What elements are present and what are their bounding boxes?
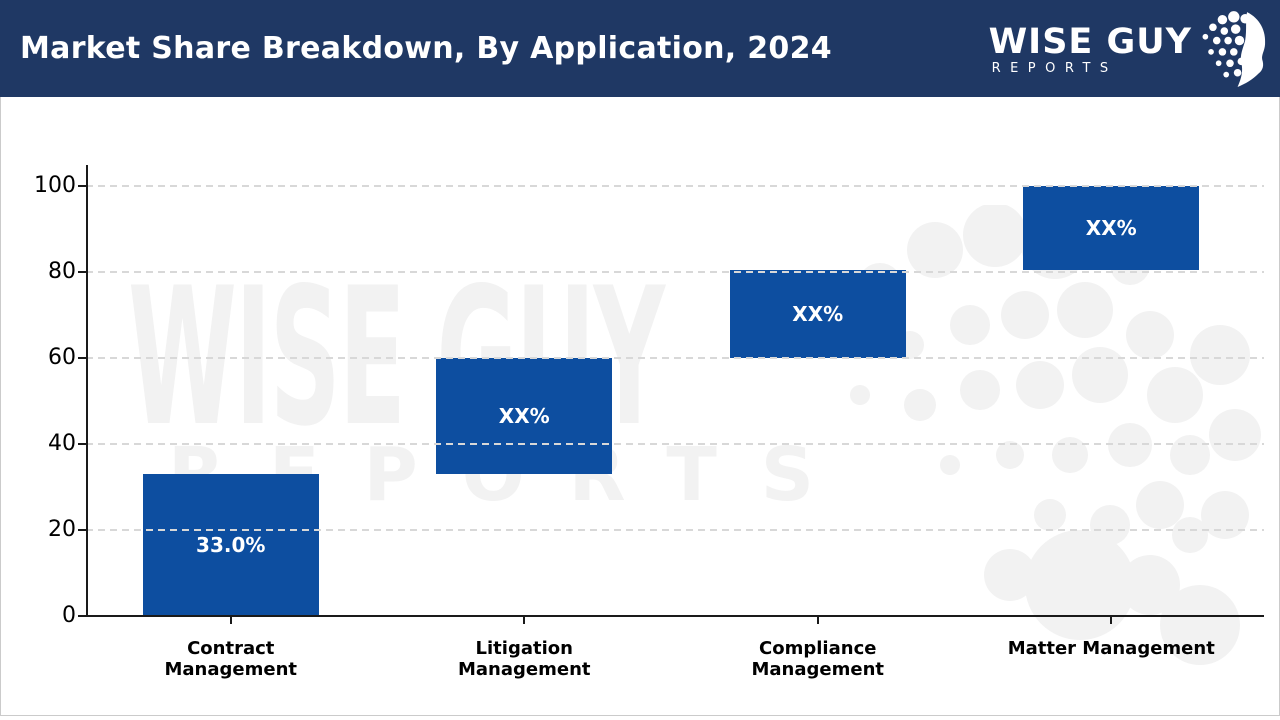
brand-name: WISE GUY — [988, 21, 1192, 62]
y-tick-20 — [78, 529, 86, 531]
y-tick-0 — [78, 615, 86, 617]
bar-2 — [436, 358, 613, 475]
y-tick-label-20: 20 — [48, 517, 76, 542]
y-tick-100 — [78, 185, 86, 187]
brand-logo: WISE GUY REPORTS — [989, 10, 1266, 90]
header-bar: Market Share Breakdown, By Application, … — [0, 0, 1280, 97]
y-tick-60 — [78, 357, 86, 359]
y-tick-label-80: 80 — [48, 259, 76, 284]
bar-value-label-3: XX% — [792, 301, 844, 326]
bar-3 — [729, 269, 906, 358]
logo-head-icon — [1202, 11, 1266, 87]
gridline-60 — [86, 357, 1264, 359]
y-tick-40 — [78, 443, 86, 445]
gridline-20 — [86, 529, 1264, 531]
x-tick-3 — [816, 617, 819, 624]
y-tick-80 — [78, 271, 86, 273]
x-category-label-2: Litigation Management — [458, 638, 591, 680]
bar-4 — [1023, 186, 1200, 270]
y-tick-label-100: 100 — [34, 173, 76, 198]
y-tick-label-0: 0 — [62, 603, 76, 628]
x-category-label-1: Contract Management — [164, 638, 298, 680]
x-tick-4 — [1110, 617, 1113, 624]
brand-subtitle: REPORTS — [991, 61, 1118, 77]
bar-value-label-4: XX% — [1085, 215, 1137, 240]
x-category-label-3: Compliance Management — [751, 638, 885, 680]
y-axis-line — [86, 165, 88, 617]
gridline-100 — [86, 185, 1264, 187]
bar-1 — [142, 474, 319, 616]
x-tick-2 — [523, 617, 526, 624]
x-axis-line — [86, 615, 1264, 617]
y-tick-label-60: 60 — [48, 345, 76, 370]
x-tick-1 — [229, 617, 232, 624]
page-title: Market Share Breakdown, By Application, … — [20, 31, 832, 66]
bar-value-label-1: 33.0% — [196, 533, 266, 558]
gridline-40 — [86, 443, 1264, 445]
x-category-label-4: Matter Management — [1007, 638, 1215, 659]
gridline-80 — [86, 271, 1264, 273]
y-tick-label-40: 40 — [48, 431, 76, 456]
bar-value-label-2: XX% — [498, 404, 550, 429]
